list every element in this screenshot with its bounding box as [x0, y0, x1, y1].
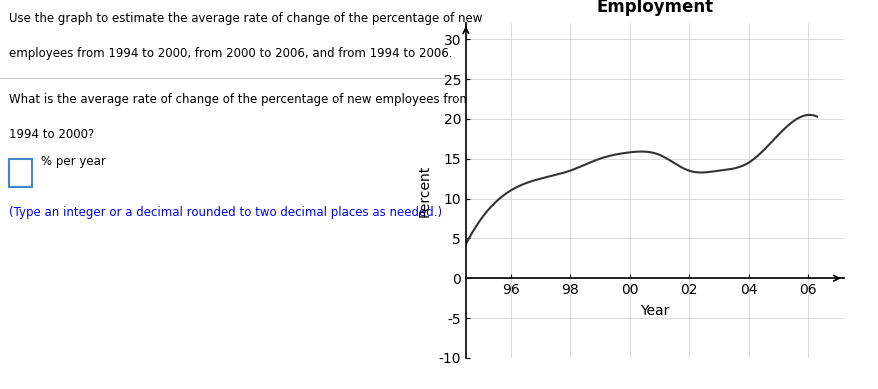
Title: Employment: Employment [595, 0, 713, 16]
Text: 1994 to 2000?: 1994 to 2000? [9, 128, 94, 141]
X-axis label: Year: Year [639, 304, 669, 318]
Text: employees from 1994 to 2000, from 2000 to 2006, and from 1994 to 2006.: employees from 1994 to 2000, from 2000 t… [9, 47, 452, 60]
Text: Use the graph to estimate the average rate of change of the percentage of new: Use the graph to estimate the average ra… [9, 12, 482, 25]
Y-axis label: Percent: Percent [417, 165, 431, 217]
Text: (Type an integer or a decimal rounded to two decimal places as needed.): (Type an integer or a decimal rounded to… [9, 206, 442, 219]
Text: What is the average rate of change of the percentage of new employees from: What is the average rate of change of th… [9, 93, 471, 106]
FancyBboxPatch shape [9, 159, 32, 187]
Text: % per year: % per year [41, 155, 106, 168]
